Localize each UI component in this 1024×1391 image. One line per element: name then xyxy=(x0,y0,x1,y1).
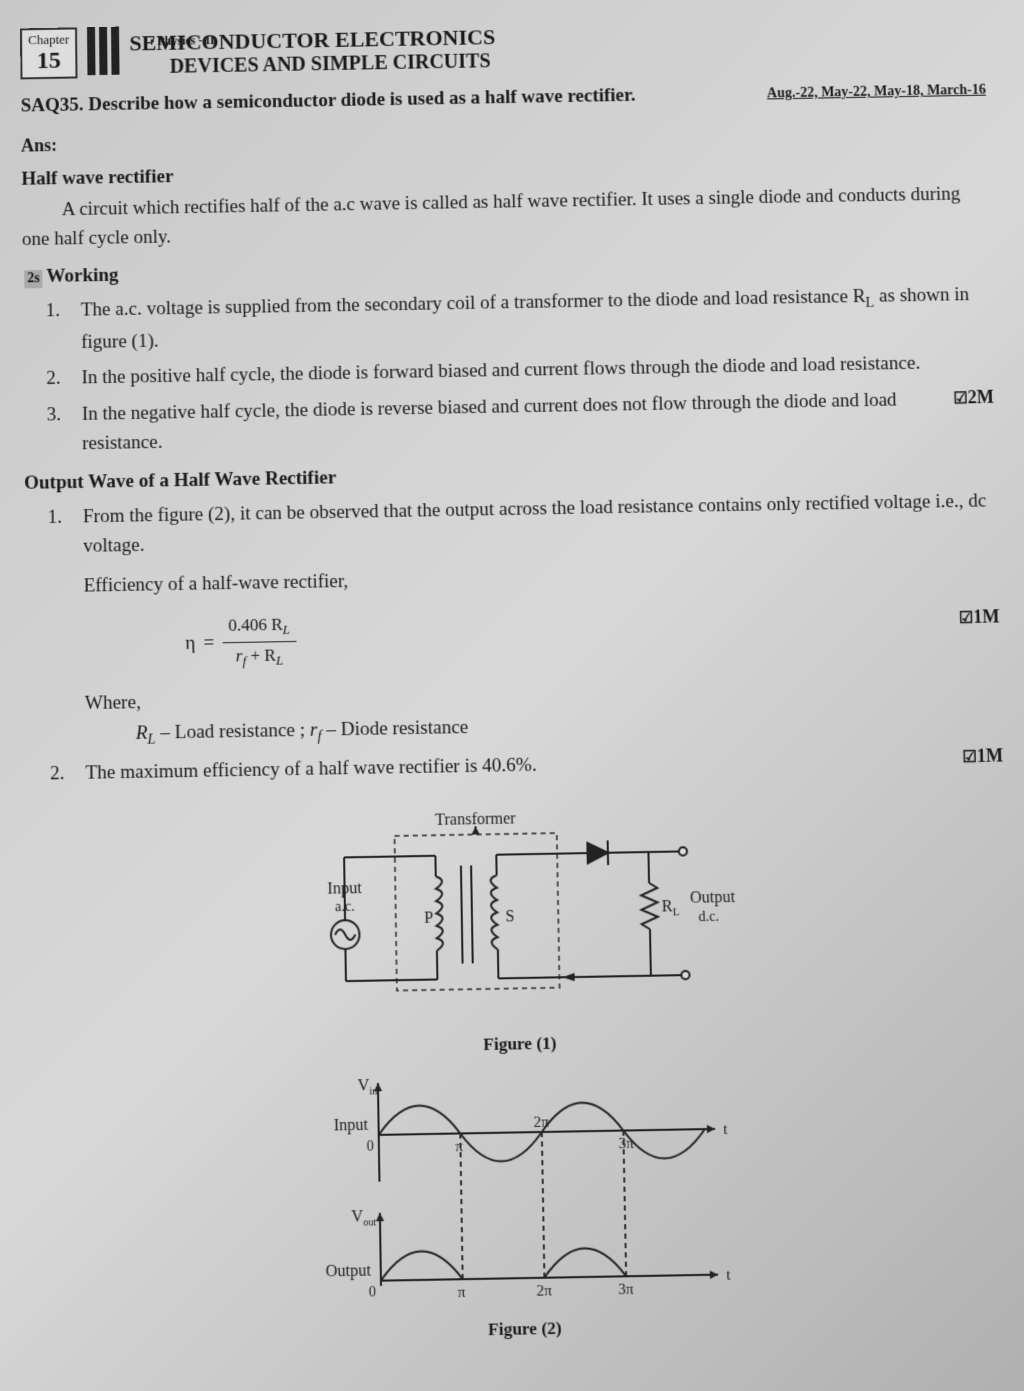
svg-text:t: t xyxy=(726,1267,731,1284)
ans-label: Ans: xyxy=(21,119,987,157)
svg-text:S: S xyxy=(505,908,514,926)
svg-text:π: π xyxy=(458,1284,466,1301)
question-text: Describe how a semiconductor diode is us… xyxy=(88,85,635,116)
equals-symbol: = xyxy=(203,628,214,658)
mark-1m-b: ☑1M xyxy=(962,742,1004,771)
fraction: 0.406 RL rf + RL xyxy=(222,611,297,673)
question-code: SAQ35. xyxy=(21,94,84,116)
figure2-caption: Figure (2) xyxy=(289,1315,760,1344)
svg-text:3π: 3π xyxy=(618,1281,634,1298)
figure-1: Transformer Input a.c. P xyxy=(272,789,764,1060)
efficiency-formula: η = 0.406 RL rf + RL xyxy=(185,600,940,674)
svg-text:2π: 2π xyxy=(533,1114,549,1131)
svg-text:2π: 2π xyxy=(536,1283,552,1300)
working-list: The a.c. voltage is supplied from the se… xyxy=(65,280,995,460)
svg-text:P: P xyxy=(424,909,433,927)
svg-text:d.c.: d.c. xyxy=(698,910,719,926)
waveform-diagram: Vin Input 0 π 2π 3π t xyxy=(286,1061,760,1319)
mark-2m: ☑2M xyxy=(953,383,994,412)
efficiency-label: Efficiency of a half-wave rectifier, xyxy=(83,556,998,601)
svg-text:3π: 3π xyxy=(618,1136,634,1153)
side-tag: 2s xyxy=(24,270,43,288)
figure1-caption: Figure (1) xyxy=(275,1030,764,1059)
physics-tag: • Physics - II xyxy=(150,33,215,49)
svg-text:Input: Input xyxy=(334,1116,369,1134)
output-list: From the figure (2), it can be observed … xyxy=(67,486,1004,789)
svg-text:t: t xyxy=(723,1122,728,1139)
svg-text:Output: Output xyxy=(325,1262,371,1281)
chapter-title: SEMICONDUCTOR ELECTRONICS DEVICES AND SI… xyxy=(129,12,985,80)
figure-2: Vin Input 0 π 2π 3π t xyxy=(286,1061,760,1344)
chapter-box: Chapter 15 xyxy=(20,27,78,79)
transformer-text: Transformer xyxy=(435,810,516,829)
half-wave-definition: A circuit which rectifies half of the a.… xyxy=(22,180,990,254)
working-item-3: ☑2M In the negative half cycle, the diod… xyxy=(66,383,995,459)
circuit-diagram: Transformer Input a.c. P xyxy=(272,789,764,1035)
mark-1m-a: ☑1M xyxy=(958,603,999,632)
header-bars xyxy=(87,27,120,76)
svg-text:Vout: Vout xyxy=(351,1208,376,1229)
svg-text:0: 0 xyxy=(369,1285,376,1301)
svg-text:Vin: Vin xyxy=(357,1077,377,1098)
chapter-number: 15 xyxy=(28,48,69,76)
working-item-1: The a.c. voltage is supplied from the se… xyxy=(65,280,993,358)
svg-text:Output: Output xyxy=(690,889,736,907)
eta-symbol: η xyxy=(185,628,195,658)
output-item-1: From the figure (2), it can be observed … xyxy=(67,486,1003,752)
chapter-label: Chapter xyxy=(28,32,69,49)
svg-text:RL: RL xyxy=(662,898,680,919)
svg-text:0: 0 xyxy=(367,1139,374,1155)
